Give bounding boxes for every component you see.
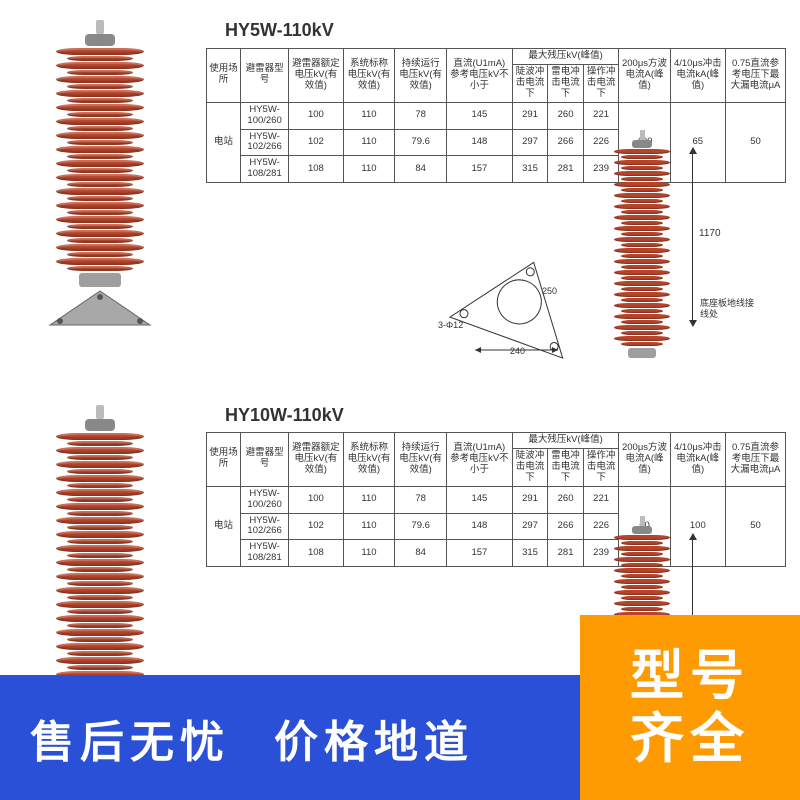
drawing-note: 底座板地线接线处 bbox=[700, 298, 760, 320]
cell-sw: 221 bbox=[583, 486, 619, 513]
th-sys: 系统标称电压kV(有效值) bbox=[343, 49, 395, 103]
th-place: 使用场所 bbox=[207, 433, 241, 487]
th-cont: 持续运行电压kV(有效值) bbox=[395, 49, 447, 103]
cell-rated: 100 bbox=[289, 102, 343, 129]
cell-cont: 78 bbox=[395, 102, 447, 129]
th-switch: 操作冲击电流下 bbox=[583, 448, 619, 486]
th-light: 雷电冲击电流下 bbox=[548, 64, 584, 102]
th-model: 避雷器型号 bbox=[241, 433, 289, 487]
section-hy5w: HY5W-110kV 使用场所 避雷器型号 避雷器额定电压kV(有效值) 系统标… bbox=[0, 20, 800, 340]
cell-sys: 110 bbox=[343, 156, 395, 183]
th-cont: 持续运行电压kV(有效值) bbox=[395, 433, 447, 487]
cell-model: HY5W-100/260 bbox=[241, 102, 289, 129]
cell-sys: 110 bbox=[343, 129, 395, 156]
th-steep: 陡波冲击电流下 bbox=[512, 64, 548, 102]
th-residual: 最大残压kV(峰值) bbox=[512, 49, 619, 65]
cell-model: HY5W-108/281 bbox=[241, 540, 289, 567]
product-illustration bbox=[40, 20, 160, 323]
dim-diag: 250 bbox=[542, 286, 557, 296]
cell-dc: 145 bbox=[447, 486, 513, 513]
cell-rated: 108 bbox=[289, 156, 343, 183]
th-rated: 避雷器额定电压kV(有效值) bbox=[289, 433, 343, 487]
table-row: 电站HY5W-100/26010011078145291260221601005… bbox=[207, 486, 786, 513]
cell-rated: 102 bbox=[289, 129, 343, 156]
accent-badge: 型号 齐全 bbox=[580, 615, 800, 800]
cell-model: HY5W-100/260 bbox=[241, 486, 289, 513]
banner-left: 售后无忧 bbox=[30, 706, 230, 770]
th-steep: 陡波冲击电流下 bbox=[512, 448, 548, 486]
th-residual: 最大残压kV(峰值) bbox=[512, 433, 619, 449]
cell-model: HY5W-102/266 bbox=[241, 129, 289, 156]
base-dimension: 240 250 3-Φ12 bbox=[440, 250, 590, 370]
base-triangle bbox=[40, 289, 160, 323]
th-leak: 0.75直流参考电压下最大漏电流μA bbox=[725, 49, 785, 103]
row-label: 电站 bbox=[207, 486, 241, 567]
th-four-ten: 4/10μs冲击电流kA(峰值) bbox=[670, 433, 725, 487]
product-title: HY10W-110kV bbox=[225, 405, 344, 426]
dimension-vertical: 1170 bbox=[692, 148, 693, 326]
banner-right: 价格地道 bbox=[274, 706, 474, 770]
th-four-ten: 4/10μs冲击电流kA(峰值) bbox=[670, 49, 725, 103]
arrester-outline bbox=[600, 130, 684, 358]
th-rated: 避雷器额定电压kV(有效值) bbox=[289, 49, 343, 103]
cell-dc: 145 bbox=[447, 102, 513, 129]
th-switch: 操作冲击电流下 bbox=[583, 64, 619, 102]
dim-bolt: 3-Φ12 bbox=[438, 320, 463, 330]
cell-rated: 108 bbox=[289, 540, 343, 567]
cell-sys: 110 bbox=[343, 513, 395, 540]
cell-sys: 110 bbox=[343, 102, 395, 129]
cell-rated: 100 bbox=[289, 486, 343, 513]
th-leak: 0.75直流参考电压下最大漏电流μA bbox=[725, 433, 785, 487]
cell-light: 260 bbox=[548, 102, 584, 129]
th-square: 200μs方波电流A(峰值) bbox=[619, 49, 670, 103]
dim-label: 1170 bbox=[699, 228, 721, 239]
th-light: 雷电冲击电流下 bbox=[548, 448, 584, 486]
cell-light: 260 bbox=[548, 486, 584, 513]
accent-line2: 齐全 bbox=[630, 708, 750, 770]
dim-w: 240 bbox=[510, 346, 525, 356]
th-dc: 直流(U1mA)参考电压kV不小于 bbox=[447, 433, 513, 487]
cell-sw: 221 bbox=[583, 102, 619, 129]
cell-model: HY5W-108/281 bbox=[241, 156, 289, 183]
th-dc: 直流(U1mA)参考电压kV不小于 bbox=[447, 49, 513, 103]
cell-model: HY5W-102/266 bbox=[241, 513, 289, 540]
cell-rated: 102 bbox=[289, 513, 343, 540]
cell-sys: 110 bbox=[343, 486, 395, 513]
dimension-drawing: 1170 240 250 3-Φ12 底座板地线接线处 bbox=[430, 130, 770, 360]
table-row: 电站HY5W-100/26010011078145291260221400655… bbox=[207, 102, 786, 129]
th-place: 使用场所 bbox=[207, 49, 241, 103]
cell-cont: 78 bbox=[395, 486, 447, 513]
product-title: HY5W-110kV bbox=[225, 20, 334, 41]
accent-line1: 型号 bbox=[630, 645, 750, 707]
sheds bbox=[40, 48, 160, 271]
cell-steep: 291 bbox=[512, 486, 548, 513]
cell-sys: 110 bbox=[343, 540, 395, 567]
cell-steep: 291 bbox=[512, 102, 548, 129]
th-sys: 系统标称电压kV(有效值) bbox=[343, 433, 395, 487]
th-square: 200μs方波电流A(峰值) bbox=[619, 433, 670, 487]
th-model: 避雷器型号 bbox=[241, 49, 289, 103]
row-label: 电站 bbox=[207, 102, 241, 183]
